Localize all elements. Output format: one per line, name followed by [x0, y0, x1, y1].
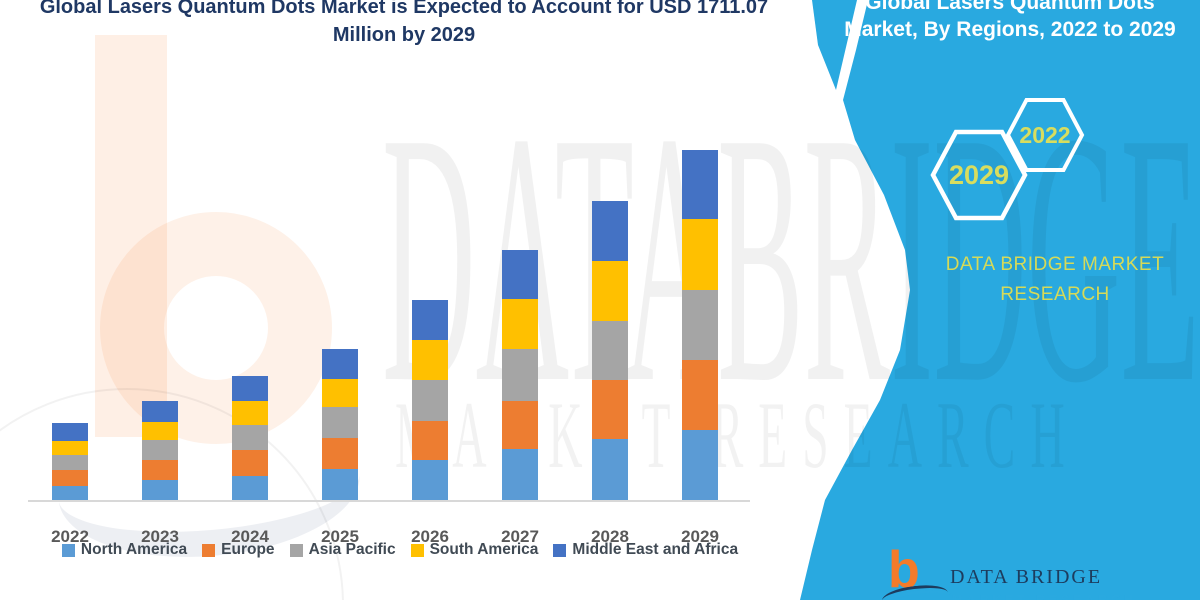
- chart-title-line1: Global Lasers Quantum Dots Market is Exp…: [39, 0, 769, 18]
- brand-panel-line2: RESEARCH: [1000, 284, 1110, 305]
- bar-segment-2024-middle-east-and-africa: [232, 376, 268, 401]
- bar-segment-2029-south-america: [682, 219, 718, 290]
- bar-segment-2022-europe: [52, 470, 88, 486]
- legend-label: Europe: [221, 541, 275, 558]
- side-panel-heading: Global Lasers Quantum Dots Market, By Re…: [822, 0, 1198, 43]
- legend-swatch: [61, 543, 75, 557]
- legend-label: Middle East and Africa: [572, 541, 739, 558]
- bar-segment-2025-asia-pacific: [322, 406, 358, 438]
- badge-year-2029: 2029: [949, 160, 1009, 190]
- year-badges: 2029 2022: [930, 98, 1085, 221]
- x-axis-line: [28, 500, 750, 502]
- bar-segment-2026-europe: [412, 420, 448, 460]
- x-axis-label-2023: 2023: [141, 527, 179, 546]
- bar-segment-2029-north-america: [682, 430, 718, 500]
- x-axis-label-2027: 2027: [501, 527, 539, 546]
- brand-panel: DATA BRIDGE MARKET RESEARCH: [930, 250, 1180, 310]
- legend-swatch: [553, 543, 567, 557]
- bar-segment-2027-south-america: [502, 299, 538, 349]
- bar-segment-2028-asia-pacific: [592, 321, 628, 380]
- bar-segment-2022-asia-pacific: [52, 455, 88, 470]
- x-axis-label-2025: 2025: [321, 527, 359, 546]
- x-axis-label-2026: 2026: [411, 527, 449, 546]
- bar-segment-2027-europe: [502, 400, 538, 449]
- bar-segment-2026-north-america: [412, 459, 448, 500]
- bar-segment-2023-south-america: [142, 421, 178, 440]
- chart-title: Global Lasers Quantum Dots Market is Exp…: [0, 0, 808, 49]
- bar-segment-2027-asia-pacific: [502, 349, 538, 401]
- legend-swatch: [289, 543, 303, 557]
- chart-title-line2: Million by 2029: [332, 24, 476, 46]
- bar-segment-2023-middle-east-and-africa: [142, 400, 178, 422]
- bar-segment-2024-europe: [232, 450, 268, 476]
- bar-segment-2024-asia-pacific: [232, 425, 268, 450]
- legend-item-asia-pacific: Asia Pacific: [289, 541, 396, 559]
- hexagon-2022: [1005, 98, 1085, 172]
- hexagon-2029: [930, 129, 1028, 221]
- bar-segment-2027-middle-east-and-africa: [502, 249, 538, 299]
- bar-segment-2024-south-america: [232, 401, 268, 425]
- legend-swatch: [410, 543, 424, 557]
- bar-segment-2029-asia-pacific: [682, 290, 718, 360]
- x-axis-label-2029: 2029: [681, 527, 719, 546]
- bar-segment-2023-europe: [142, 459, 178, 480]
- brand-panel-line1: DATA BRIDGE MARKET: [945, 254, 1165, 275]
- bar-segment-2022-middle-east-and-africa: [52, 423, 88, 442]
- bar-segment-2029-europe: [682, 360, 718, 430]
- footer-logo-name: DATA BRIDGE: [950, 566, 1103, 588]
- legend-item-south-america: South America: [410, 541, 539, 559]
- bar-segment-2028-north-america: [592, 439, 628, 500]
- legend-label: South America: [429, 541, 539, 558]
- bar-segment-2026-south-america: [412, 339, 448, 380]
- legend-label: Asia Pacific: [308, 541, 396, 558]
- x-axis-label-2028: 2028: [591, 527, 629, 546]
- bar-segment-2025-europe: [322, 437, 358, 469]
- x-axis-label-2022: 2022: [51, 527, 89, 546]
- badge-year-2022: 2022: [1019, 122, 1070, 148]
- footer-logo-tagline: MARKET RESEARCH: [952, 592, 1137, 600]
- legend-swatch: [202, 543, 216, 557]
- bar-segment-2025-middle-east-and-africa: [322, 348, 358, 379]
- legend-item-middle-east-and-africa: Middle East and Africa: [553, 541, 738, 559]
- footer-logo-mark: b: [888, 541, 920, 599]
- bar-segment-2023-asia-pacific: [142, 439, 178, 460]
- bar-segment-2024-north-america: [232, 476, 268, 500]
- bar-segment-2023-north-america: [142, 479, 178, 500]
- legend-label: North America: [80, 541, 188, 558]
- bar-segment-2025-north-america: [322, 468, 358, 500]
- bar-segment-2028-south-america: [592, 261, 628, 321]
- bar-segment-2026-middle-east-and-africa: [412, 299, 448, 340]
- bar-segment-2027-north-america: [502, 449, 538, 500]
- bar-segment-2029-middle-east-and-africa: [682, 150, 718, 219]
- side-panel-heading-line2: Market, By Regions, 2022 to 2029: [844, 18, 1176, 41]
- legend-item-europe: Europe: [202, 541, 275, 559]
- chart-legend: North America Europe Asia Pacific South Ame…: [0, 541, 800, 559]
- bar-segment-2028-europe: [592, 380, 628, 439]
- bar-segment-2022-north-america: [52, 486, 88, 500]
- bar-segment-2022-south-america: [52, 441, 88, 455]
- bar-segment-2028-middle-east-and-africa: [592, 201, 628, 261]
- legend-item-north-america: North America: [61, 541, 188, 559]
- bar-segment-2026-asia-pacific: [412, 379, 448, 421]
- x-axis-label-2024: 2024: [231, 527, 269, 546]
- bar-segment-2025-south-america: [322, 378, 358, 407]
- side-panel-heading-line1: Global Lasers Quantum Dots: [865, 0, 1155, 14]
